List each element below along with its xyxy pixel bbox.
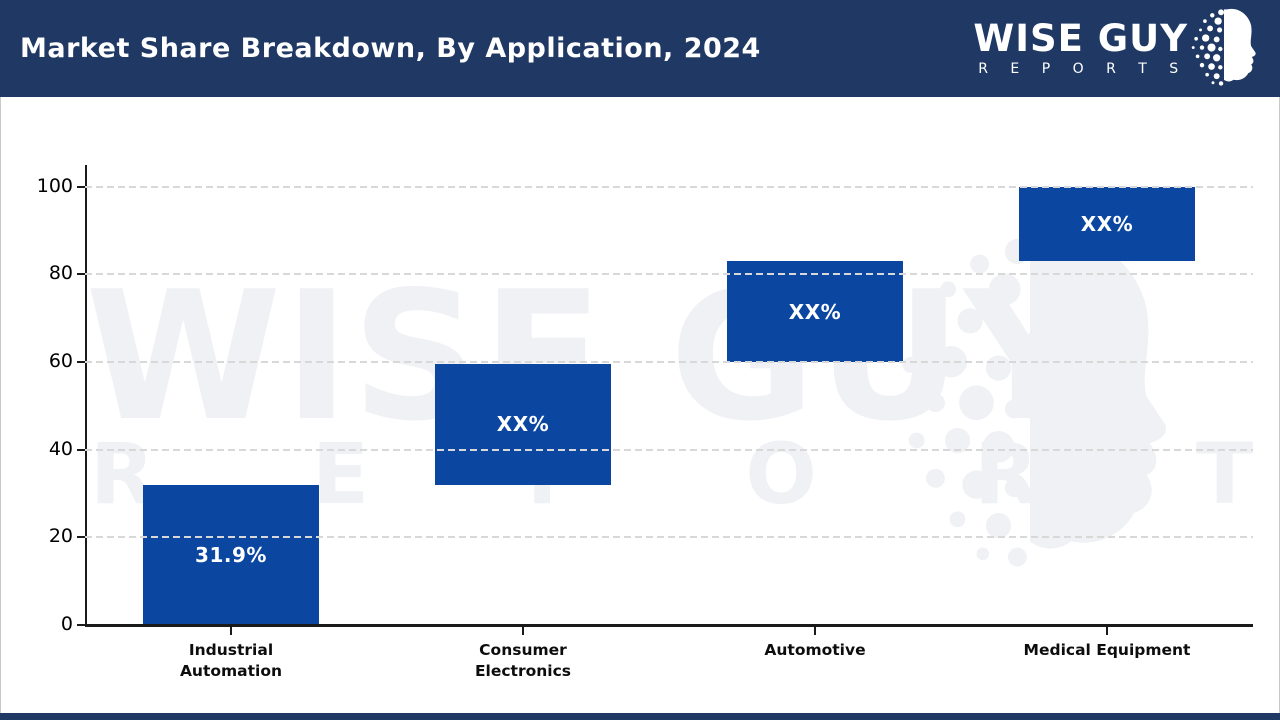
bar-automotive: XX% <box>727 261 903 362</box>
x-category-label: Industrial Automation <box>179 641 283 680</box>
x-tick-mark <box>230 627 232 635</box>
x-tick-mark <box>814 627 816 635</box>
logo-text: WISE GUY R E P O R T S <box>973 20 1188 77</box>
x-tick-mark <box>522 627 524 635</box>
y-tick-label: 80 <box>48 262 73 285</box>
x-axis <box>85 624 1253 627</box>
bar-value-label: XX% <box>496 412 550 437</box>
bar-industrial-automation: 31.9% <box>143 485 319 625</box>
y-tick-label: 40 <box>48 437 73 460</box>
head-dots-watermark-icon <box>891 236 1166 567</box>
footer-band <box>0 713 1280 720</box>
x-tick-mark <box>1106 627 1108 635</box>
gridline <box>85 185 1253 188</box>
y-tick-mark <box>77 185 85 188</box>
bar-medical-equipment: XX% <box>1019 186 1195 262</box>
x-category-label: Medical Equipment <box>1023 641 1191 659</box>
y-tick-label: 0 <box>60 613 73 635</box>
y-tick-mark <box>77 624 85 626</box>
wise-guy-logo: WISE GUY R E P O R T S <box>973 5 1266 93</box>
x-category-label: Consumer Electronics <box>474 641 572 680</box>
y-tick-label: 20 <box>48 525 73 548</box>
bar-value-label: XX% <box>788 299 842 324</box>
bar-consumer-electronics: XX% <box>435 364 611 485</box>
logo-subtitle: R E P O R T S <box>978 61 1188 77</box>
gridline <box>85 536 1253 539</box>
gridline <box>85 448 1253 451</box>
x-category-label: Automotive <box>764 641 866 659</box>
y-tick-mark <box>77 536 85 539</box>
gridline <box>85 361 1253 364</box>
y-tick-label: 60 <box>48 350 73 373</box>
y-tick-mark <box>77 448 85 451</box>
y-tick-mark <box>77 361 85 364</box>
page-title: Market Share Breakdown, By Application, … <box>20 33 761 64</box>
logo-wordmark: WISE GUY <box>973 17 1188 60</box>
gridline <box>85 273 1253 276</box>
header: Market Share Breakdown, By Application, … <box>0 0 1280 97</box>
y-tick-mark <box>77 273 85 276</box>
head-dots-icon <box>1191 8 1256 86</box>
y-tick-label: 100 <box>36 174 73 197</box>
bar-value-label: 31.9% <box>195 543 267 568</box>
y-axis <box>85 165 87 625</box>
bar-value-label: XX% <box>1080 211 1134 236</box>
